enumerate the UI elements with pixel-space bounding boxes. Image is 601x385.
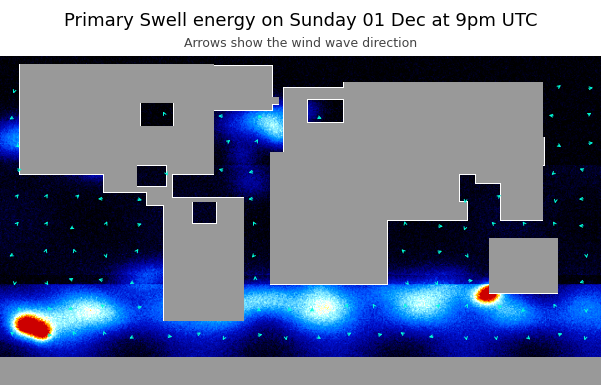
Text: Primary Swell energy on Sunday 01 Dec at 9pm UTC: Primary Swell energy on Sunday 01 Dec at…	[64, 12, 537, 30]
Text: Arrows show the wind wave direction: Arrows show the wind wave direction	[184, 37, 417, 50]
